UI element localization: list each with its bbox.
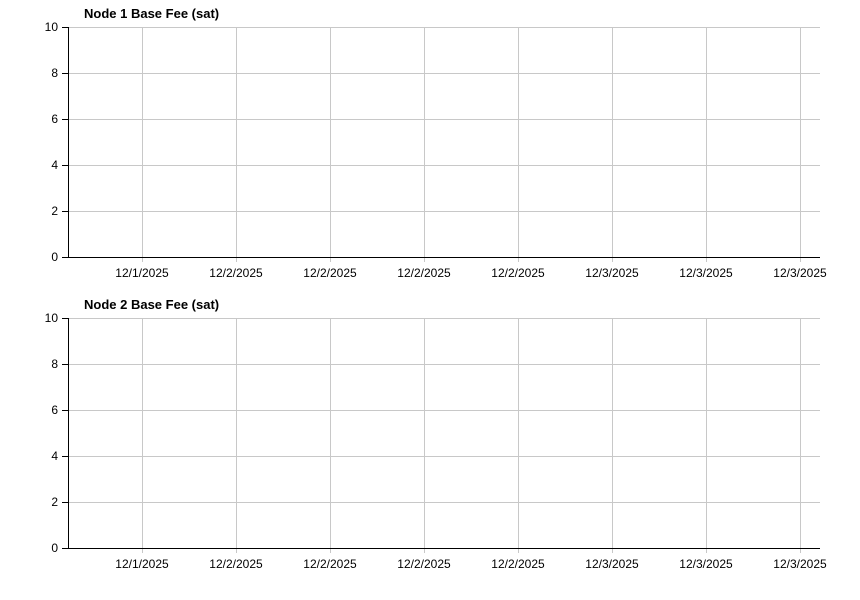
gridline-horizontal bbox=[68, 27, 820, 28]
x-axis-tick-label: 12/3/2025 bbox=[679, 266, 733, 280]
y-axis-tick-mark bbox=[62, 456, 68, 457]
chart-title: Node 2 Base Fee (sat) bbox=[84, 297, 220, 312]
y-axis-tick-mark bbox=[62, 318, 68, 319]
gridline-horizontal bbox=[68, 502, 820, 503]
chart-panel-node-2: Node 2 Base Fee (sat) 0 2 4 6 8 10 12/1/2025 12… bbox=[0, 291, 860, 581]
gridline-vertical bbox=[330, 27, 331, 262]
x-axis-tick-label: 12/3/2025 bbox=[585, 266, 639, 280]
gridline-horizontal bbox=[68, 211, 820, 212]
gridline-vertical bbox=[424, 27, 425, 262]
x-axis-tick-label: 12/1/2025 bbox=[115, 557, 169, 571]
gridline-horizontal bbox=[68, 456, 820, 457]
y-axis-tick-mark bbox=[62, 364, 68, 365]
y-axis-tick-label: 0 bbox=[51, 250, 58, 264]
y-axis-tick-mark bbox=[62, 119, 68, 120]
y-axis-line bbox=[68, 27, 69, 258]
y-axis-tick-mark bbox=[62, 257, 68, 258]
x-axis-line bbox=[68, 257, 820, 258]
chart-panel-node-1: Node 1 Base Fee (sat) 0 2 4 6 8 10 12/1/2025 12… bbox=[0, 0, 860, 290]
y-axis-line bbox=[68, 318, 69, 549]
y-axis-tick-label: 4 bbox=[51, 158, 58, 172]
x-axis-tick-label: 12/2/2025 bbox=[397, 266, 451, 280]
gridline-vertical bbox=[706, 27, 707, 262]
y-axis-tick-mark bbox=[62, 211, 68, 212]
series-layer bbox=[68, 318, 820, 548]
gridline-vertical bbox=[142, 318, 143, 553]
y-axis-tick-mark bbox=[62, 548, 68, 549]
gridline-vertical bbox=[424, 318, 425, 553]
y-axis-tick-label: 2 bbox=[51, 495, 58, 509]
y-axis-tick-label: 2 bbox=[51, 204, 58, 218]
gridline-vertical bbox=[612, 27, 613, 262]
y-axis-tick-label: 6 bbox=[51, 112, 58, 126]
gridline-vertical bbox=[518, 27, 519, 262]
x-axis-tick-label: 12/2/2025 bbox=[303, 557, 357, 571]
gridline-horizontal bbox=[68, 318, 820, 319]
x-axis-tick-label: 12/2/2025 bbox=[397, 557, 451, 571]
series-layer bbox=[68, 27, 820, 257]
gridline-vertical bbox=[142, 27, 143, 262]
gridline-vertical bbox=[236, 27, 237, 262]
x-axis-tick-label: 12/3/2025 bbox=[773, 266, 827, 280]
gridline-horizontal bbox=[68, 410, 820, 411]
gridline-vertical bbox=[612, 318, 613, 553]
y-axis-tick-label: 4 bbox=[51, 449, 58, 463]
y-axis-tick-mark bbox=[62, 165, 68, 166]
gridline-vertical bbox=[706, 318, 707, 553]
plot-area bbox=[68, 318, 820, 553]
y-axis-tick-label: 6 bbox=[51, 403, 58, 417]
x-axis-tick-label: 12/3/2025 bbox=[773, 557, 827, 571]
y-axis-tick-label: 8 bbox=[51, 357, 58, 371]
x-axis-line bbox=[68, 548, 820, 549]
gridline-vertical bbox=[800, 318, 801, 553]
gridline-vertical bbox=[330, 318, 331, 553]
gridline-horizontal bbox=[68, 165, 820, 166]
gridline-horizontal bbox=[68, 119, 820, 120]
gridline-vertical bbox=[800, 27, 801, 262]
y-axis-tick-label: 10 bbox=[44, 20, 58, 34]
y-axis-tick-label: 8 bbox=[51, 66, 58, 80]
x-axis-tick-label: 12/2/2025 bbox=[491, 557, 545, 571]
y-axis-tick-mark bbox=[62, 410, 68, 411]
gridline-horizontal bbox=[68, 364, 820, 365]
y-axis-tick-label: 0 bbox=[51, 541, 58, 555]
x-axis-tick-label: 12/2/2025 bbox=[303, 266, 357, 280]
x-axis-tick-label: 12/2/2025 bbox=[491, 266, 545, 280]
gridline-vertical bbox=[518, 318, 519, 553]
y-axis-tick-label: 10 bbox=[44, 311, 58, 325]
y-axis-tick-mark bbox=[62, 502, 68, 503]
x-axis-tick-label: 12/1/2025 bbox=[115, 266, 169, 280]
gridline-vertical bbox=[236, 318, 237, 553]
y-axis-tick-mark bbox=[62, 27, 68, 28]
chart-title: Node 1 Base Fee (sat) bbox=[84, 6, 220, 21]
x-axis-tick-label: 12/2/2025 bbox=[209, 266, 263, 280]
x-axis-tick-label: 12/3/2025 bbox=[585, 557, 639, 571]
x-axis-tick-label: 12/3/2025 bbox=[679, 557, 733, 571]
y-axis-tick-mark bbox=[62, 73, 68, 74]
gridline-horizontal bbox=[68, 73, 820, 74]
plot-area bbox=[68, 27, 820, 262]
x-axis-tick-label: 12/2/2025 bbox=[209, 557, 263, 571]
